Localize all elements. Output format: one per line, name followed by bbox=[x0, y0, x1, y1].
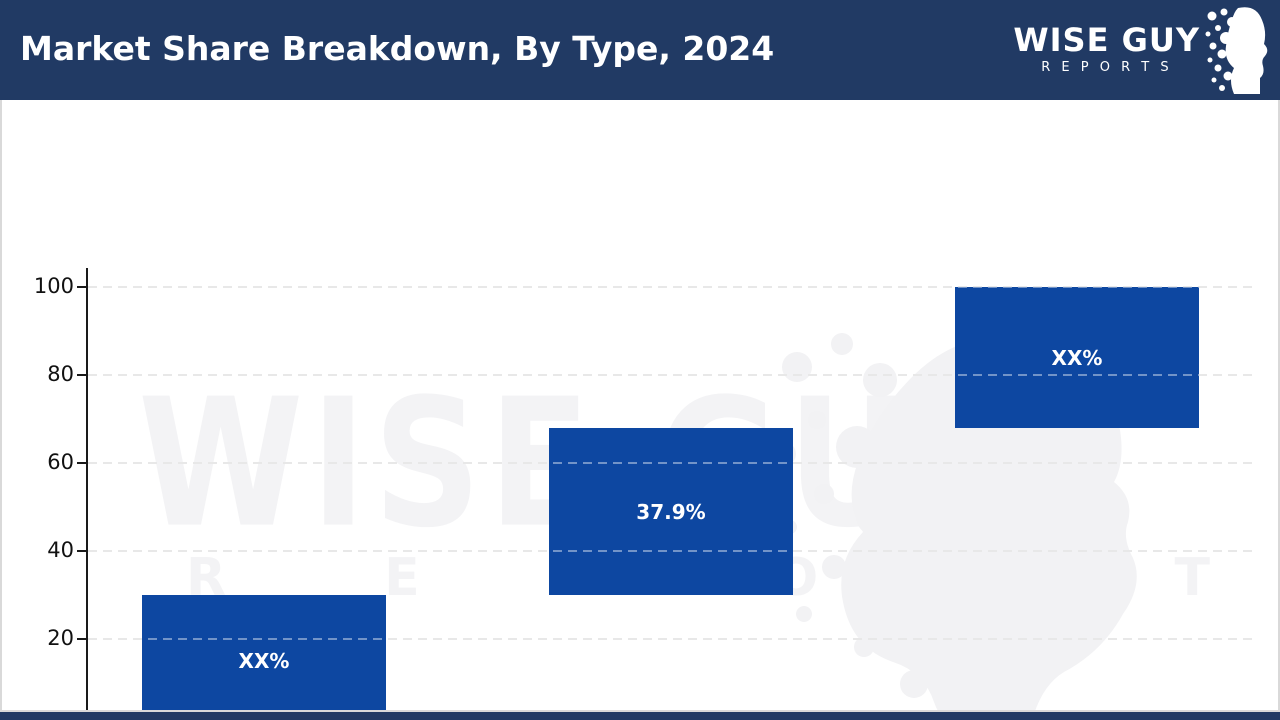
y-tick bbox=[77, 462, 86, 464]
y-tick-label: 20 bbox=[47, 626, 74, 650]
gridline-overlay bbox=[88, 638, 1253, 640]
gridline-overlay bbox=[88, 550, 1253, 552]
chart-area: WISE GUY R E P O R T S XX%37.9%XX%020406… bbox=[0, 100, 1280, 720]
gridline bbox=[88, 286, 1253, 288]
gridline-overlay bbox=[88, 286, 1253, 288]
wiseguy-logo-text: WISE GUY R E P O R T S bbox=[1013, 22, 1200, 75]
gridline bbox=[88, 638, 1253, 640]
right-border bbox=[1278, 100, 1280, 710]
gridline bbox=[88, 374, 1253, 376]
y-tick bbox=[77, 550, 86, 552]
page-title: Market Share Breakdown, By Type, 2024 bbox=[20, 28, 775, 68]
y-tick-label: 60 bbox=[47, 450, 74, 474]
y-axis-line bbox=[86, 268, 88, 720]
wiseguy-head-icon bbox=[1205, 7, 1268, 94]
y-tick bbox=[77, 286, 86, 288]
bottom-border bbox=[0, 710, 1280, 712]
logo-wordmark: WISE GUY bbox=[1013, 21, 1200, 59]
wiseguy-logo: WISE GUY R E P O R T S bbox=[998, 0, 1268, 100]
logo-subtitle: R E P O R T S bbox=[1041, 60, 1173, 75]
y-tick-label: 40 bbox=[47, 538, 74, 562]
bar-value-label: 37.9% bbox=[636, 499, 706, 524]
y-tick-label: 100 bbox=[33, 274, 74, 298]
gridline-overlay bbox=[88, 462, 1253, 464]
y-tick-label: 80 bbox=[47, 362, 74, 386]
bar-value-label: XX% bbox=[238, 649, 290, 673]
bar: 37.9% bbox=[549, 428, 793, 595]
left-border bbox=[0, 100, 2, 710]
bar: XX% bbox=[142, 595, 386, 720]
bar-value-label: XX% bbox=[1051, 345, 1103, 370]
footer-bar bbox=[0, 712, 1280, 720]
y-tick bbox=[77, 638, 86, 640]
y-tick bbox=[77, 374, 86, 376]
header-bar: Market Share Breakdown, By Type, 2024 WI… bbox=[0, 0, 1280, 100]
bar: XX% bbox=[955, 287, 1199, 429]
plot: XX%37.9%XX%020406080100Manual De AwnersM… bbox=[0, 100, 1280, 720]
gridline-overlay bbox=[88, 374, 1253, 376]
